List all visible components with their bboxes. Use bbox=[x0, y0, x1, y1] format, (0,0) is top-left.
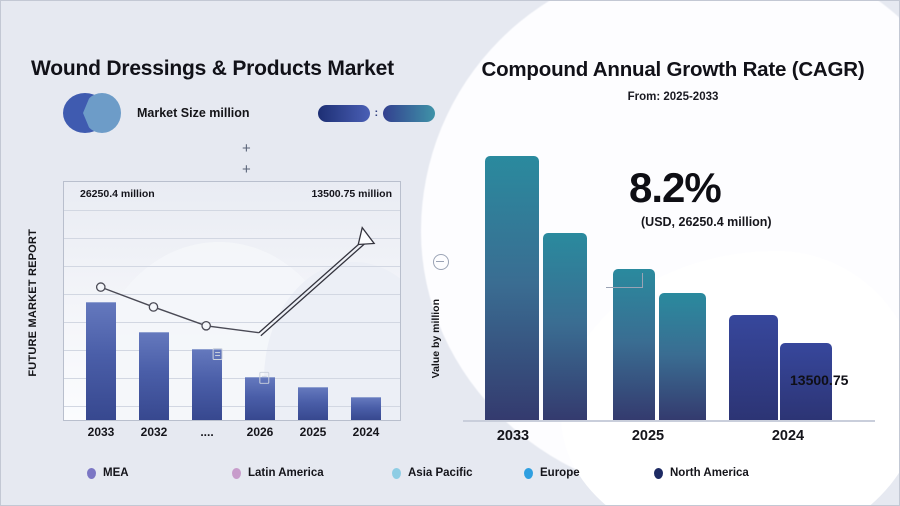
cagr-value: 8.2% bbox=[629, 164, 722, 211]
legend-label: Asia Pacific bbox=[408, 467, 473, 479]
plus-icon: + bbox=[242, 161, 251, 178]
gridline bbox=[64, 266, 400, 267]
chart-legend: MEA Latin America Asia Pacific Europe North … bbox=[87, 467, 807, 487]
legend-marker-icon bbox=[654, 467, 663, 479]
legend-item-europe[interactable]: Europe bbox=[524, 467, 580, 479]
legend-label: North America bbox=[670, 467, 749, 479]
right-panel-title: Compound Annual Growth Rate (CAGR) bbox=[481, 58, 865, 81]
legend-label: Latin America bbox=[248, 467, 324, 479]
gridline bbox=[64, 406, 400, 407]
gridline bbox=[64, 238, 400, 239]
x-axis-tick-label: 2032 bbox=[140, 425, 168, 439]
right-chart-plot-area bbox=[463, 131, 873, 421]
right-chart-x-axis: 2033 2025 2024 bbox=[463, 428, 875, 450]
market-size-label: Market Size million bbox=[137, 106, 250, 120]
gridline bbox=[64, 378, 400, 379]
legend-marker-icon bbox=[524, 467, 533, 479]
bar bbox=[86, 302, 116, 420]
bar bbox=[780, 343, 832, 421]
legend-marker-icon bbox=[87, 467, 96, 479]
right-chart-baseline bbox=[463, 420, 875, 422]
legend-label: MEA bbox=[103, 467, 129, 479]
bar bbox=[192, 349, 222, 420]
minus-circle-icon bbox=[433, 254, 449, 270]
x-axis-tick-label: 2026 bbox=[246, 425, 274, 439]
market-size-chip-row: Market Size million : bbox=[63, 93, 436, 133]
plus-icon: + bbox=[242, 140, 251, 157]
left-chart-max-annotation: 26250.4 million bbox=[80, 188, 155, 200]
legend-item-mea[interactable]: MEA bbox=[87, 467, 129, 479]
left-chart-y-axis-label: FUTURE MARKET REPORT bbox=[27, 229, 39, 377]
bar bbox=[351, 397, 381, 420]
legend-item-asia-pacific[interactable]: Asia Pacific bbox=[392, 467, 473, 479]
right-chart-y-axis-label: Value by million bbox=[430, 299, 442, 379]
x-axis-tick-label: 2025 bbox=[299, 425, 327, 439]
x-axis-tick-label: 2033 bbox=[496, 428, 530, 444]
bar bbox=[485, 156, 539, 421]
pie-chart-icon bbox=[63, 93, 121, 133]
gradient-pill-pair: : bbox=[317, 104, 436, 122]
pill-separator: : bbox=[374, 107, 379, 119]
legend-label: Europe bbox=[540, 467, 580, 479]
gradient-pill-primary bbox=[317, 104, 370, 122]
x-axis-tick-label: 2025 bbox=[631, 428, 665, 444]
left-chart-min-annotation: 13500.75 million bbox=[311, 188, 392, 200]
bar bbox=[139, 332, 169, 420]
right-chart-value-label: 13500.75 bbox=[790, 372, 849, 388]
legend-marker-icon bbox=[392, 467, 401, 479]
pie-slice-light bbox=[83, 93, 121, 133]
x-axis-tick-label: 2033 bbox=[87, 425, 115, 439]
gridline bbox=[64, 210, 400, 211]
bar bbox=[729, 315, 778, 421]
bar bbox=[659, 293, 706, 421]
right-panel-subtitle: From: 2025-2033 bbox=[627, 91, 719, 103]
x-axis-tick-label: 2024 bbox=[352, 425, 380, 439]
left-chart-x-axis: 2033 2032.... 2026 2025 2024 bbox=[63, 425, 401, 445]
bar bbox=[613, 269, 655, 421]
axis-tick-hook bbox=[606, 273, 643, 288]
gradient-pill-secondary bbox=[383, 104, 436, 122]
left-panel-title: Wound Dressings & Products Market bbox=[31, 57, 394, 80]
cagr-note: (USD, 26250.4 million) bbox=[641, 215, 772, 229]
legend-marker-icon bbox=[232, 467, 241, 479]
x-axis-tick-label: 2024 bbox=[771, 428, 805, 444]
gridline bbox=[64, 350, 400, 351]
bar bbox=[298, 387, 328, 420]
bar bbox=[543, 233, 587, 421]
x-axis-tick-label: .... bbox=[200, 425, 214, 439]
legend-item-north-america[interactable]: North America bbox=[654, 467, 749, 479]
left-chart-bars bbox=[64, 182, 400, 420]
left-chart-plot-area: 26250.4 million 13500.75 million bbox=[63, 181, 401, 421]
bar bbox=[245, 377, 275, 420]
legend-item-latin-america[interactable]: Latin America bbox=[232, 467, 324, 479]
